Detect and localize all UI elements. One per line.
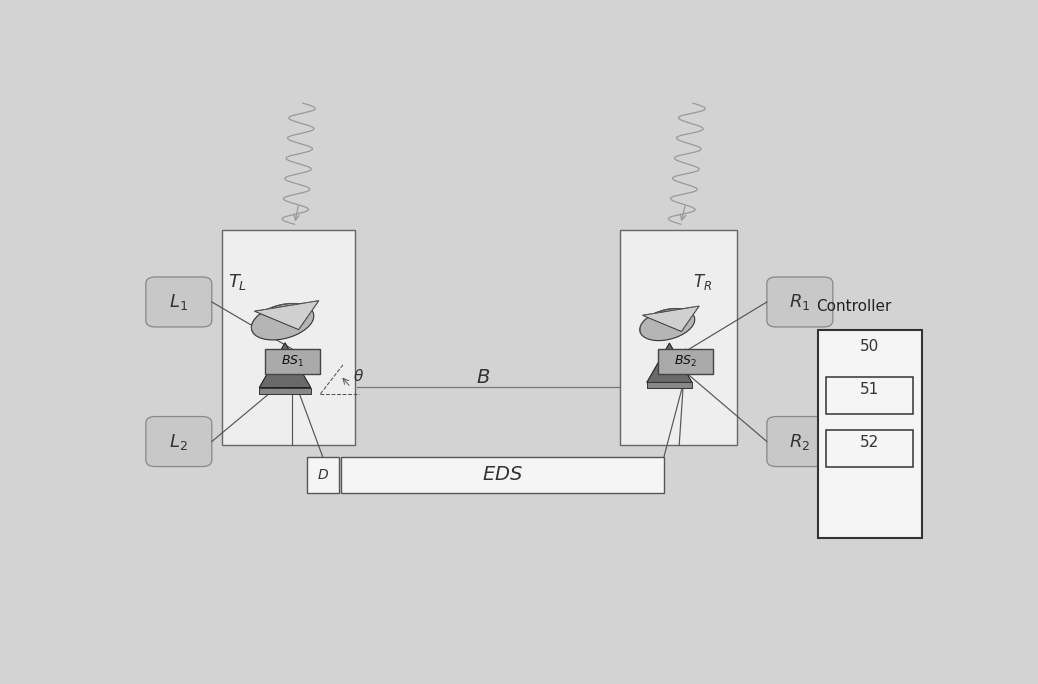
Polygon shape — [260, 388, 310, 394]
Text: 50: 50 — [861, 339, 879, 354]
Bar — [307, 457, 338, 493]
Bar — [265, 349, 320, 374]
Text: $\theta$: $\theta$ — [353, 368, 363, 384]
Text: $L_1$: $L_1$ — [169, 292, 188, 312]
Text: 52: 52 — [861, 435, 879, 450]
Text: $L_2$: $L_2$ — [169, 432, 188, 451]
Bar — [826, 377, 913, 414]
Bar — [222, 230, 355, 445]
FancyBboxPatch shape — [145, 417, 212, 466]
Bar — [826, 430, 913, 466]
Polygon shape — [647, 343, 692, 382]
Text: $T_R$: $T_R$ — [693, 272, 712, 293]
Ellipse shape — [639, 308, 694, 341]
Text: 51: 51 — [861, 382, 879, 397]
Polygon shape — [647, 382, 692, 388]
Text: $B$: $B$ — [475, 369, 490, 387]
Bar — [340, 457, 664, 493]
Text: $BS_1$: $BS_1$ — [280, 354, 304, 369]
Polygon shape — [260, 343, 310, 388]
Text: $D$: $D$ — [317, 468, 329, 482]
Bar — [658, 349, 713, 374]
FancyBboxPatch shape — [145, 277, 212, 327]
Bar — [818, 330, 922, 538]
FancyBboxPatch shape — [767, 417, 832, 466]
FancyBboxPatch shape — [767, 277, 832, 327]
Text: $R_2$: $R_2$ — [789, 432, 811, 451]
Text: $EDS$: $EDS$ — [482, 466, 523, 484]
Polygon shape — [254, 301, 319, 330]
Ellipse shape — [251, 304, 313, 340]
Text: $R_1$: $R_1$ — [789, 292, 811, 312]
Text: Controller: Controller — [816, 299, 892, 314]
Polygon shape — [643, 306, 700, 332]
Bar — [621, 230, 737, 445]
Text: $T_L$: $T_L$ — [228, 272, 247, 293]
Text: $BS_2$: $BS_2$ — [674, 354, 698, 369]
